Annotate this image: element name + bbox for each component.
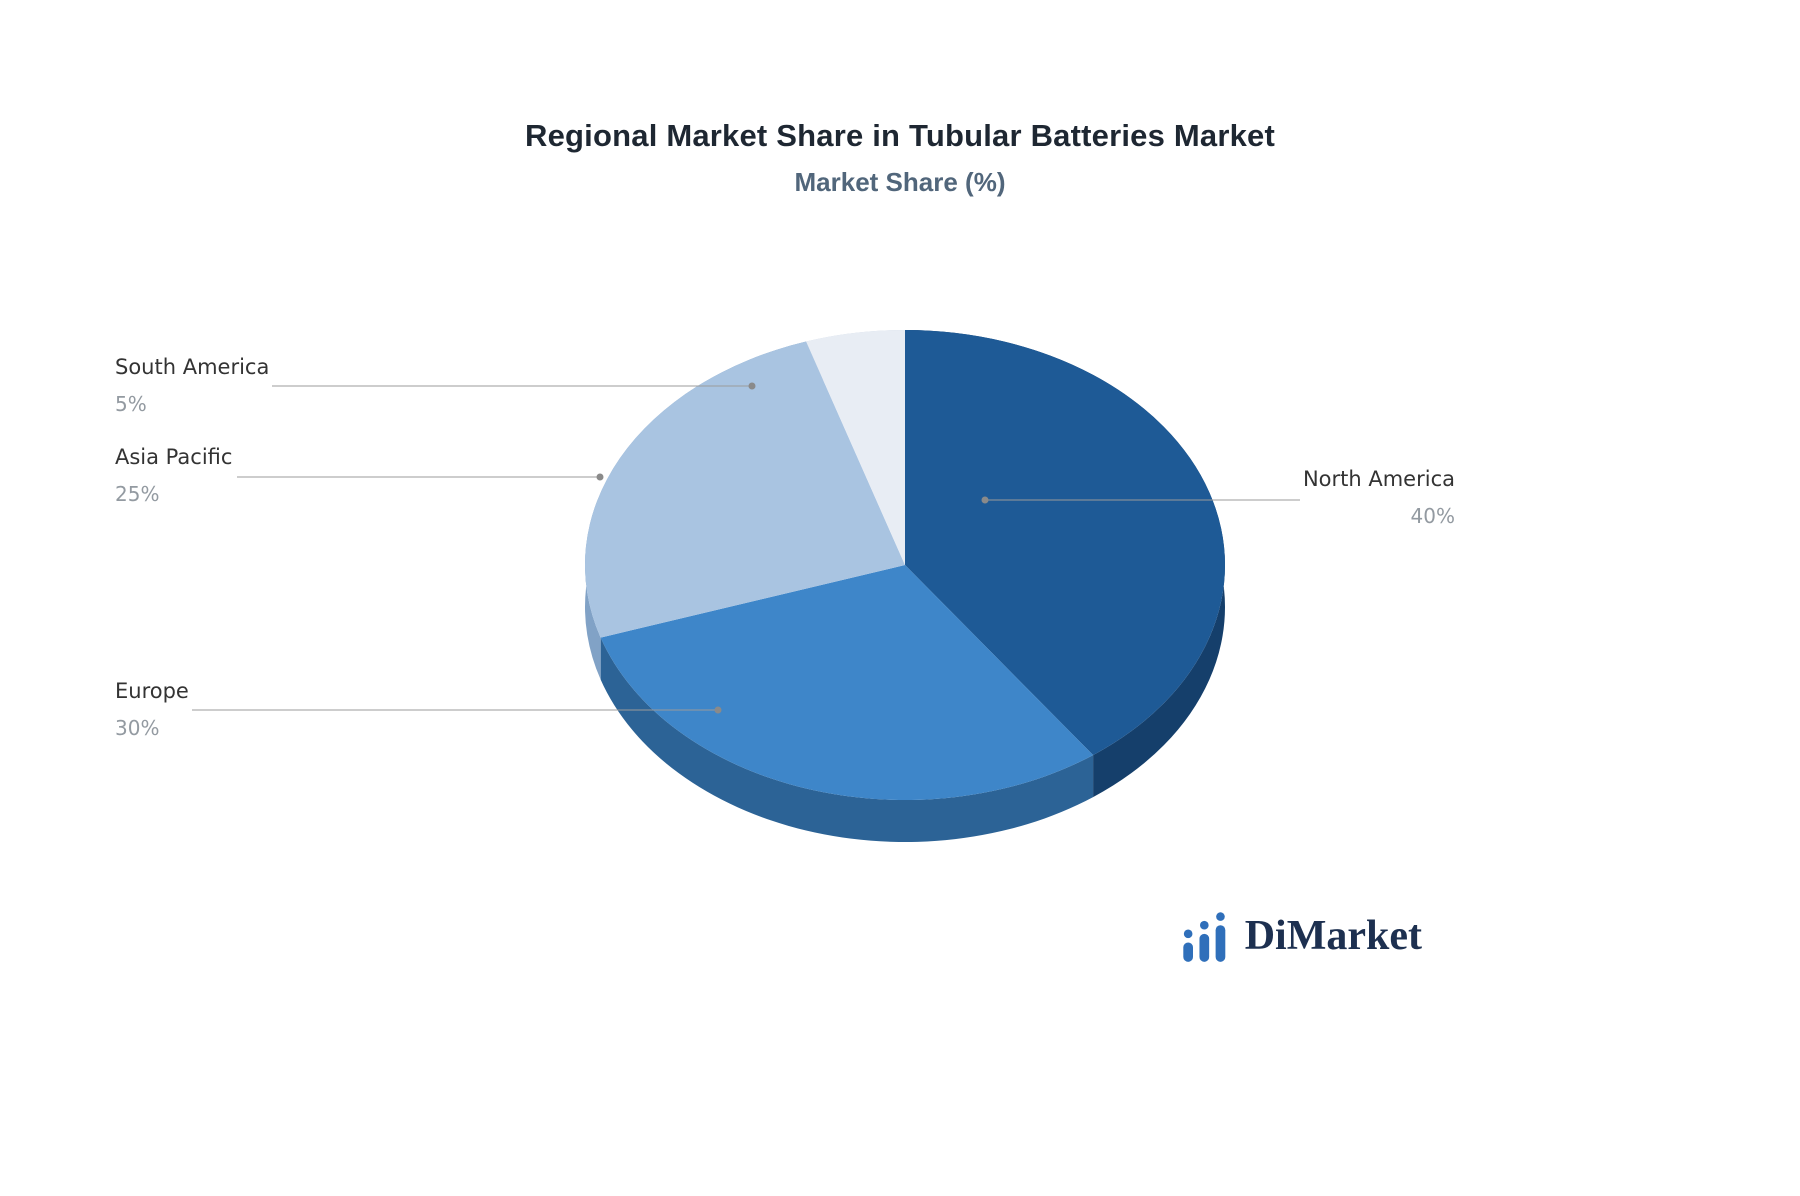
pie-slice-asia-pacific: [584, 341, 905, 638]
pie-slice-south-america: [806, 330, 905, 565]
pie-slice-north-america: [905, 330, 1226, 756]
leader-dot-south-america: [748, 382, 756, 390]
chart-subtitle: Market Share (%): [794, 167, 1006, 197]
leader-dot-north-america: [981, 496, 989, 504]
slice-name: North America: [1302, 467, 1455, 491]
slice-label-north-america: North America 40%: [1303, 467, 1455, 528]
dimarket-logo: DiMarket: [1181, 908, 1422, 964]
pie-slice-side-europe: [600, 637, 1094, 843]
pie-slice-europe: [600, 565, 1094, 801]
slice-name: Asia Pacific: [115, 445, 233, 469]
leader-dot-asia-pacific: [596, 473, 604, 481]
slice-name: Europe: [115, 679, 189, 703]
slice-value: 40%: [1410, 504, 1455, 529]
slice-value: 25%: [115, 482, 160, 507]
chart-title: Regional Market Share in Tubular Batteri…: [525, 118, 1275, 153]
logo-text: DiMarket: [1244, 913, 1422, 959]
slice-label-south-america: South America 5%: [115, 355, 269, 416]
slice-value: 30%: [115, 716, 160, 741]
slice-label-europe: Europe 30%: [115, 679, 189, 740]
slice-name: South America: [115, 355, 270, 379]
slice-label-asia-pacific: Asia Pacific 25%: [115, 445, 232, 506]
leader-dot-europe: [714, 706, 722, 714]
slice-value: 5%: [115, 392, 147, 417]
bar-chart-dots-icon: [1183, 912, 1226, 962]
